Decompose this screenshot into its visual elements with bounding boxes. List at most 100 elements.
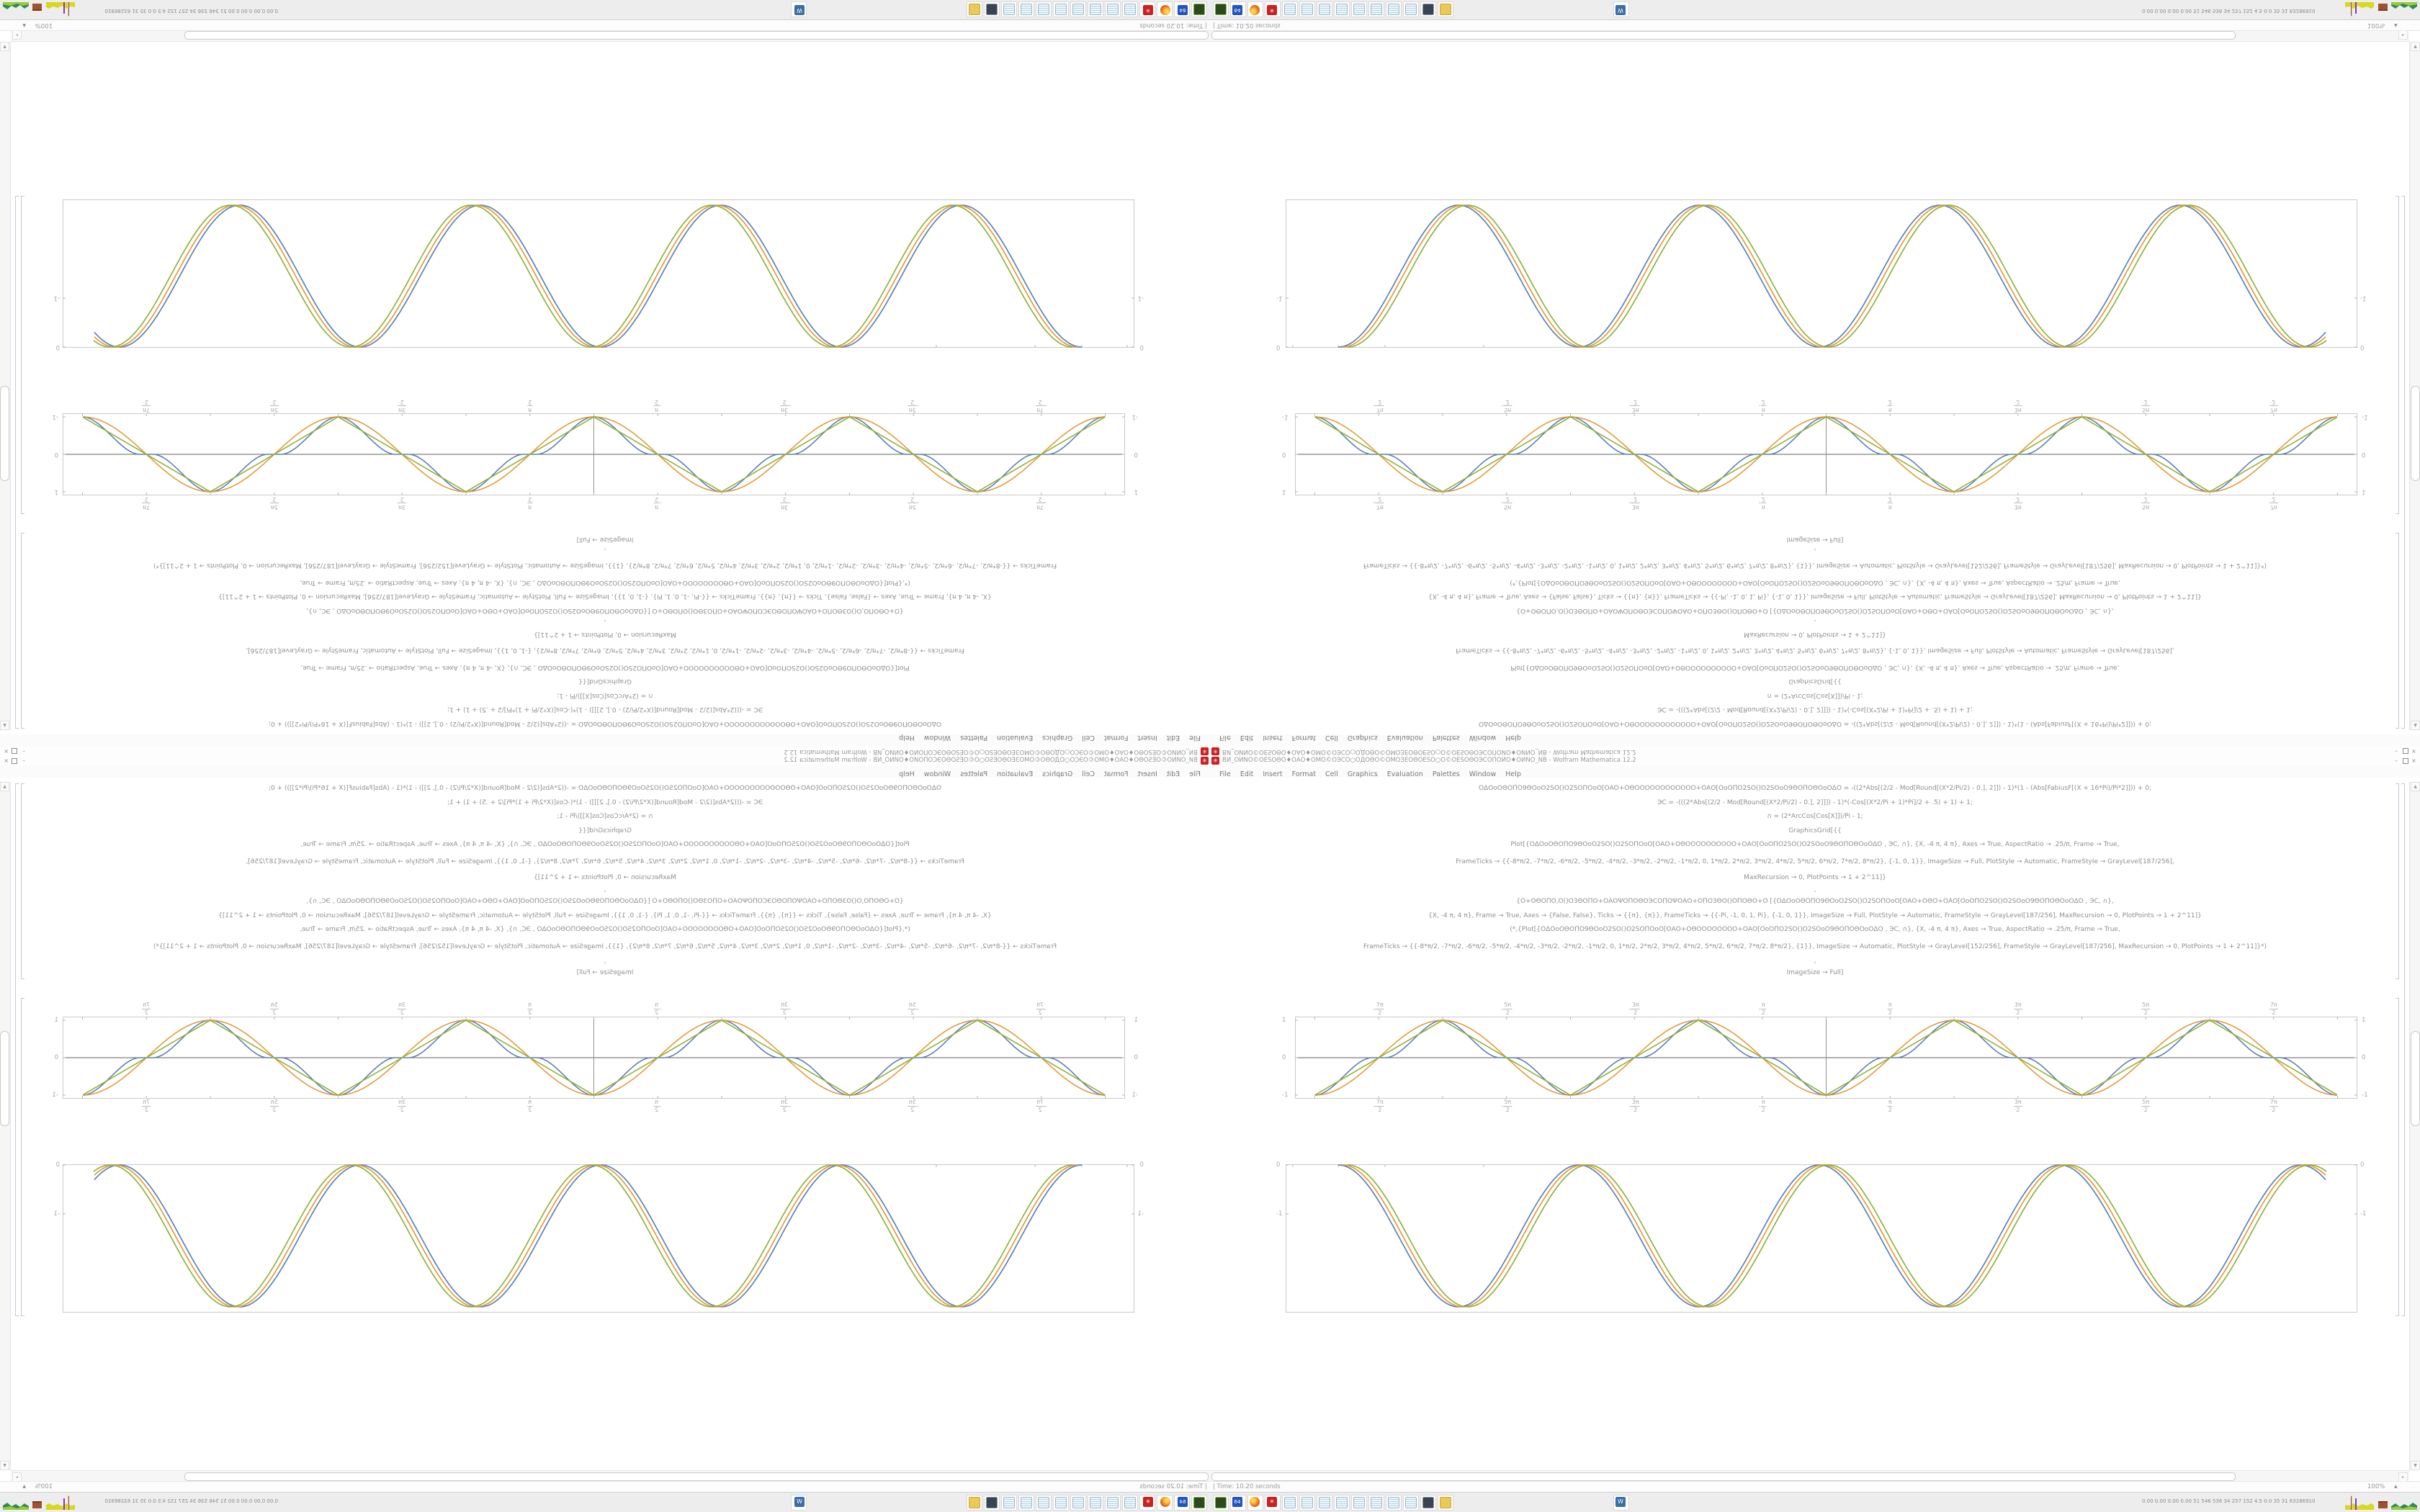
input-code-cell[interactable]: ΟΔΟοΟΘΟΠΟ9ΘΟοΟ2SΟ()Ο2SΟΠΟοΟ[ΟΑΟ+ΟΘΟΟΟΟΟΟ…: [1250, 532, 2380, 730]
menu-item-file[interactable]: File: [1219, 734, 1231, 742]
menu-item-help[interactable]: Help: [1505, 770, 1521, 778]
code-line[interactable]: MaxRecursion → 0, PlotPoints → 1 + 2^11]…: [534, 631, 676, 639]
notepad-icon[interactable]: [1403, 1, 1419, 17]
code-line[interactable]: {Ο+ΟΘΟΠΟ,Ο()Ο3ΘΟΠΟ+ΟΑΟΨΟΠΟΘΟЭСΟΠΟΨΟΑΟ+ΟΠ…: [1516, 898, 2114, 905]
menu-item-evaluation[interactable]: Evaluation: [1386, 770, 1423, 778]
restore-button[interactable]: [12, 758, 17, 764]
firefox-icon[interactable]: [1247, 1, 1263, 17]
code-line[interactable]: {X, -4 π, 4 π}, Frame → True, Axes → {Fa…: [218, 593, 992, 600]
notepad-icon[interactable]: [1122, 1495, 1138, 1511]
mathematica-icon[interactable]: ✳: [1265, 1495, 1281, 1511]
input-code-cell[interactable]: ΟΔΟοΟΘΟΠΟ9ΘΟοΟ2SΟ()Ο2SΟΠΟοΟ[ΟΑΟ+ΟΘΟΟΟΟΟΟ…: [40, 782, 1170, 980]
code-line[interactable]: (*,{Plot[{ΟΔΟοΟΘΟΠΟ9ΘΟοΟ2SΟ()Ο2SΟΠΟοΟ[ΟΑ…: [300, 926, 910, 933]
document-window-icon[interactable]: W: [1613, 1495, 1629, 1511]
cell-group-bracket[interactable]: [15, 196, 19, 729]
notepad-icon[interactable]: [1299, 1, 1315, 17]
notepad-icon[interactable]: [1053, 1, 1069, 17]
vertical-scrollbar[interactable]: ▲ ▼: [2409, 782, 2420, 1470]
mathematica-icon[interactable]: ✳: [1265, 1, 1281, 17]
code-line[interactable]: (*,{Plot[{ΟΔΟοΟΘΟΠΟ9ΘΟοΟ2SΟ()Ο2SΟΠΟοΟ[ΟΑ…: [1510, 926, 2120, 933]
code-line[interactable]: FrameTicks → {{-8*π/2, -7*π/2, -6*π/2, -…: [153, 942, 1057, 950]
code-line[interactable]: (*,{Plot[{ΟΔΟοΟΘΟΠΟ9ΘΟοΟ2SΟ()Ο2SΟΠΟοΟ[ΟΑ…: [1510, 579, 2120, 586]
code-line[interactable]: ЭС = -(((2*Abs[(2/2 - Mod[Round[(X*2/Pi/…: [447, 798, 763, 806]
display-camera-icon[interactable]: [1420, 1495, 1436, 1511]
zoom-level-label[interactable]: 100%: [2367, 22, 2385, 29]
notepad-icon[interactable]: [1088, 1495, 1103, 1511]
menu-item-graphics[interactable]: Graphics: [1347, 734, 1378, 742]
menu-item-window[interactable]: Window: [1469, 734, 1497, 742]
notepad-icon[interactable]: [1070, 1, 1086, 17]
window-titlebar[interactable]: ✳ ВИ_ОИNО©ОЕЅОΘО♦ОАО♦ОМО©ОЭСО○ОДОΘО©ОМОЗ…: [0, 756, 1210, 766]
notepad-icon[interactable]: [1070, 1495, 1086, 1511]
menu-item-window[interactable]: Window: [923, 770, 951, 778]
zoom-menu-opener-icon[interactable]: ▲: [22, 1484, 26, 1489]
horizontal-scroll-thumb[interactable]: [1211, 1472, 2236, 1481]
menu-item-help[interactable]: Help: [899, 770, 915, 778]
menu-item-cell[interactable]: Cell: [1325, 770, 1338, 778]
code-line[interactable]: GraphicsGrid[{{: [578, 827, 632, 834]
scroll-down-icon[interactable]: ▼: [0, 42, 9, 51]
code-line[interactable]: ∩ = (2*ArcCos[Cos[X]])/Pi - 1;: [557, 813, 653, 820]
code-line[interactable]: ,: [1814, 618, 1816, 626]
zoom-menu-opener-icon[interactable]: ▲: [22, 23, 26, 28]
code-line[interactable]: ,: [1814, 957, 1816, 965]
display-camera-icon[interactable]: [1420, 1, 1436, 17]
menu-item-graphics[interactable]: Graphics: [1042, 734, 1073, 742]
vertical-scroll-thumb[interactable]: [2411, 1031, 2420, 1126]
menu-item-window[interactable]: Window: [1469, 770, 1497, 778]
mathematica-icon[interactable]: ✳: [1139, 1495, 1155, 1511]
notepad-icon[interactable]: [1036, 1495, 1052, 1511]
code-line[interactable]: ΟΔΟοΟΘΟΠΟ9ΘΟοΟ2SΟ()Ο2SΟΠΟοΟ[ΟΑΟ+ΟΘΟΟΟΟΟΟ…: [268, 720, 942, 727]
notepad-icon[interactable]: [1282, 1495, 1298, 1511]
notepad-icon[interactable]: [1299, 1495, 1315, 1511]
input-cell-bracket[interactable]: [2396, 783, 2399, 979]
horizontal-scrollbar[interactable]: ▸: [1210, 30, 2409, 42]
terminal-icon[interactable]: [1213, 1, 1229, 17]
vertical-scroll-thumb[interactable]: [2411, 386, 2420, 481]
scroll-up-icon[interactable]: ▲: [2411, 721, 2420, 730]
folder-icon[interactable]: [967, 1495, 982, 1511]
input-cell-bracket[interactable]: [2396, 533, 2399, 729]
menu-item-cell[interactable]: Cell: [1082, 770, 1095, 778]
code-line[interactable]: {X, -4 π, 4 π}, Frame → True, Axes → {Fa…: [1428, 912, 2202, 919]
menu-item-file[interactable]: File: [1219, 770, 1231, 778]
floppy-64-icon[interactable]: 64: [1174, 1, 1190, 17]
horizontal-scroll-thumb[interactable]: [184, 1472, 1209, 1481]
code-line[interactable]: ImageSize → Full]: [576, 968, 634, 976]
horizontal-scrollbar[interactable]: ▸: [11, 1470, 1210, 1482]
notepad-icon[interactable]: [1386, 1495, 1402, 1511]
menu-item-palettes[interactable]: Palettes: [1432, 770, 1460, 778]
code-line[interactable]: FrameTicks → {{-8*π/2, -7*π/2, -6*π/2, -…: [1456, 858, 2174, 865]
vertical-scroll-thumb[interactable]: [0, 386, 9, 481]
menu-item-insert[interactable]: Insert: [1137, 734, 1157, 742]
notepad-icon[interactable]: [1105, 1, 1121, 17]
notepad-icon[interactable]: [1105, 1495, 1121, 1511]
scroll-right-icon[interactable]: ▸: [12, 30, 22, 40]
input-code-cell[interactable]: ΟΔΟοΟΘΟΠΟ9ΘΟοΟ2SΟ()Ο2SΟΠΟοΟ[ΟΑΟ+ΟΘΟΟΟΟΟΟ…: [40, 532, 1170, 730]
menu-item-evaluation[interactable]: Evaluation: [997, 770, 1034, 778]
notepad-icon[interactable]: [1317, 1495, 1332, 1511]
scroll-down-icon[interactable]: ▼: [2411, 42, 2420, 51]
notepad-icon[interactable]: [1317, 1, 1332, 17]
close-button[interactable]: ×: [2411, 748, 2416, 755]
menu-item-cell[interactable]: Cell: [1325, 734, 1338, 742]
code-line[interactable]: ,: [604, 886, 606, 894]
notepad-icon[interactable]: [1351, 1, 1367, 17]
code-line[interactable]: ,: [1814, 886, 1816, 894]
document-window-icon[interactable]: W: [791, 1495, 807, 1511]
code-line[interactable]: MaxRecursion → 0, PlotPoints → 1 + 2^11]…: [1744, 873, 1886, 881]
vertical-scrollbar[interactable]: ▲ ▼: [0, 782, 11, 1470]
code-line[interactable]: {Ο+ΟΘΟΠΟ,Ο()Ο3ΘΟΠΟ+ΟΑΟΨΟΠΟΘΟЭСΟΠΟΨΟΑΟ+ΟΠ…: [306, 607, 904, 614]
code-line[interactable]: ,: [604, 618, 606, 626]
menu-item-insert[interactable]: Insert: [1263, 770, 1283, 778]
notepad-icon[interactable]: [1001, 1495, 1017, 1511]
notepad-icon[interactable]: [1088, 1, 1103, 17]
display-camera-icon[interactable]: [984, 1495, 1000, 1511]
notepad-icon[interactable]: [1334, 1495, 1350, 1511]
input-code-cell[interactable]: ΟΔΟοΟΘΟΠΟ9ΘΟοΟ2SΟ()Ο2SΟΠΟοΟ[ΟΑΟ+ΟΘΟΟΟΟΟΟ…: [1250, 782, 2380, 980]
code-line[interactable]: ∩ = (2*ArcCos[Cos[X]])/Pi - 1;: [557, 692, 653, 699]
vertical-scrollbar[interactable]: ▲ ▼: [2409, 42, 2420, 730]
mathematica-icon[interactable]: ✳: [1139, 1, 1155, 17]
folder-icon[interactable]: [967, 1, 982, 17]
code-line[interactable]: Plot[{ΟΔΟοΟΘΟΠΟ9ΘΟοΟ2SΟ()Ο2SΟΠΟοΟ[ΟΑΟ+ΟΘ…: [300, 664, 910, 671]
